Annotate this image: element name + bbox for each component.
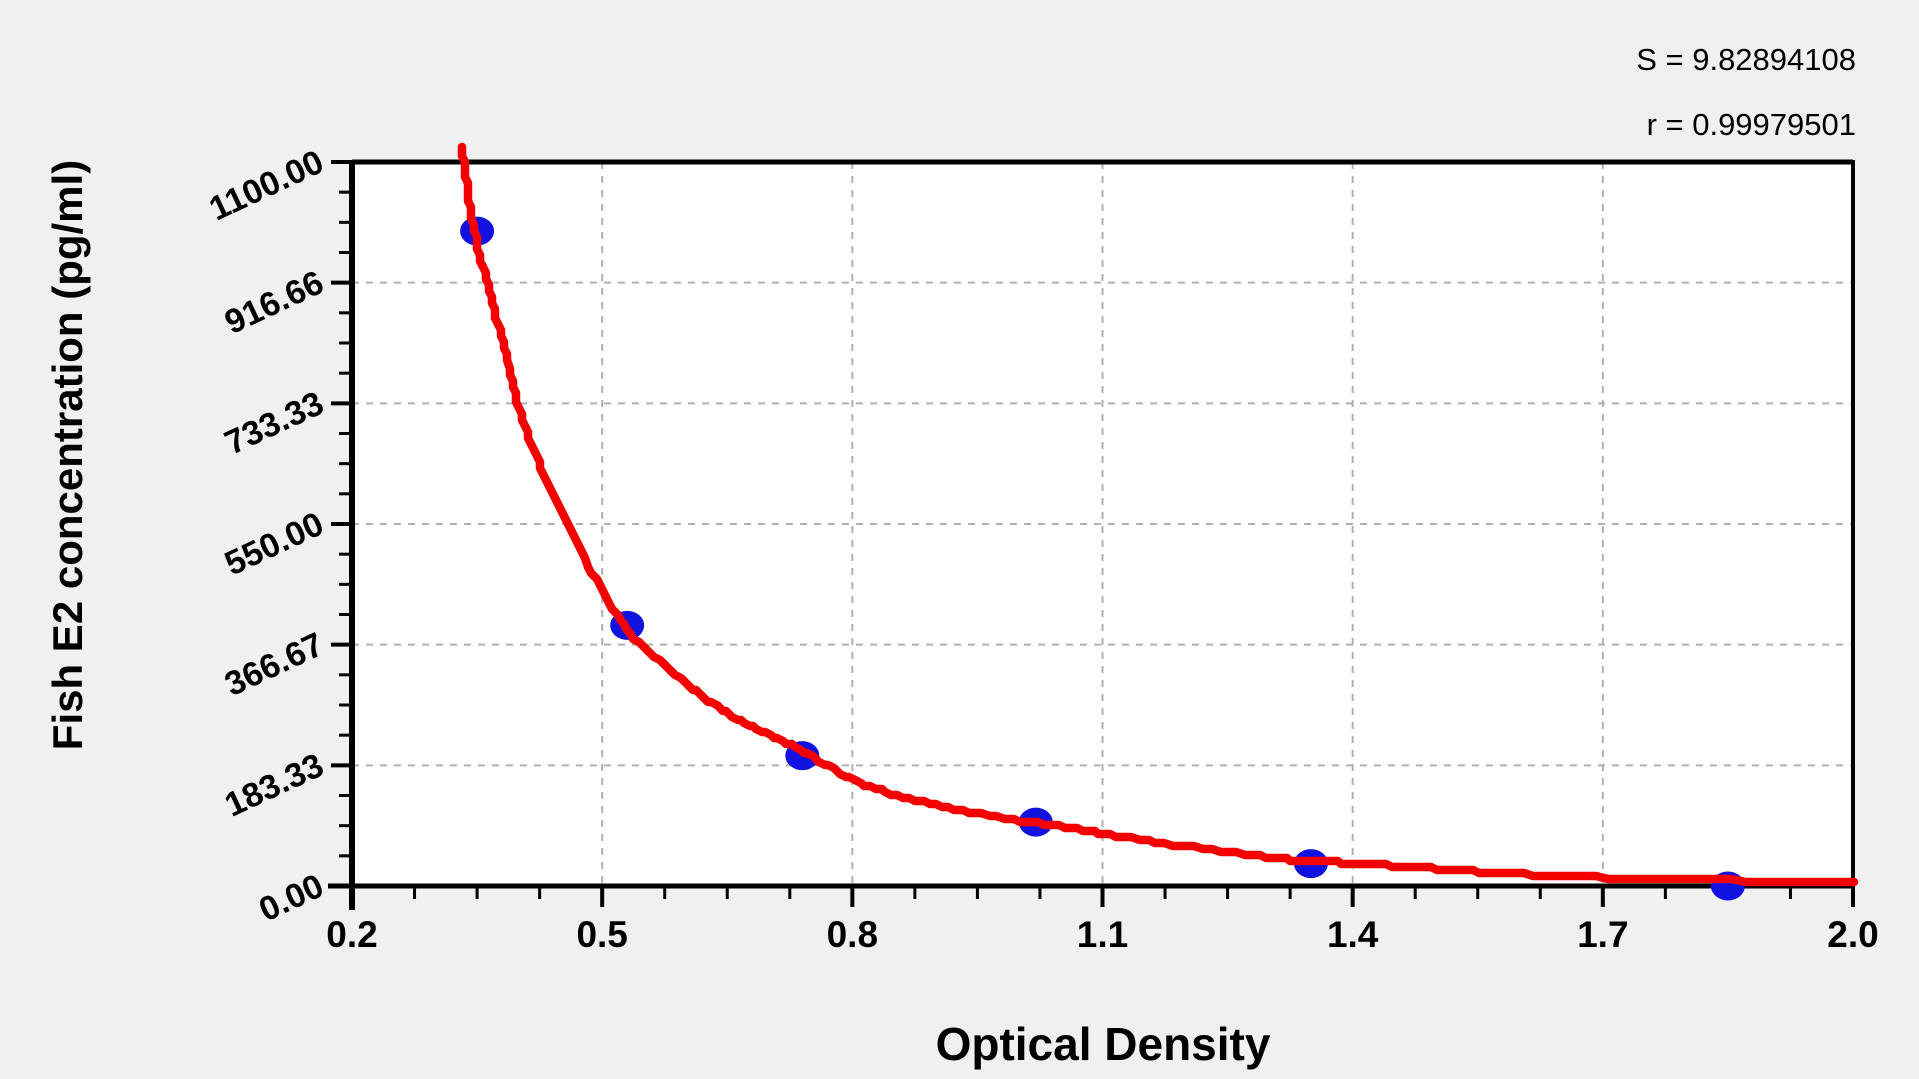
x-tick-label: 1.1 [1077, 914, 1128, 955]
x-tick-label: 1.4 [1327, 914, 1379, 955]
s-value-text: S = 9.82894108 [1636, 42, 1856, 77]
y-tick-label: 733.33 [219, 384, 329, 462]
x-tick-label: 2.0 [1827, 914, 1878, 955]
x-tick-label: 1.7 [1577, 914, 1628, 955]
fit-statistics: S = 9.82894108 r = 0.99979501 [1636, 27, 1856, 157]
x-tick-label: 0.5 [576, 914, 627, 955]
y-tick-label: 916.66 [219, 263, 329, 341]
fit-curve-line [457, 142, 1859, 887]
y-tick-label: 0.00 [253, 867, 329, 929]
x-axis-title: Optical Density [935, 1018, 1271, 1070]
y-tick-label: 1100.00 [204, 143, 330, 229]
r-value-text: r = 0.99979501 [1646, 107, 1856, 142]
x-tick-label: 0.8 [827, 914, 878, 955]
y-tick-label: 550.00 [219, 505, 329, 583]
x-tick-label: 0.2 [326, 914, 377, 955]
y-tick-label: 183.33 [219, 746, 329, 824]
y-tick-label: 366.67 [219, 625, 329, 703]
